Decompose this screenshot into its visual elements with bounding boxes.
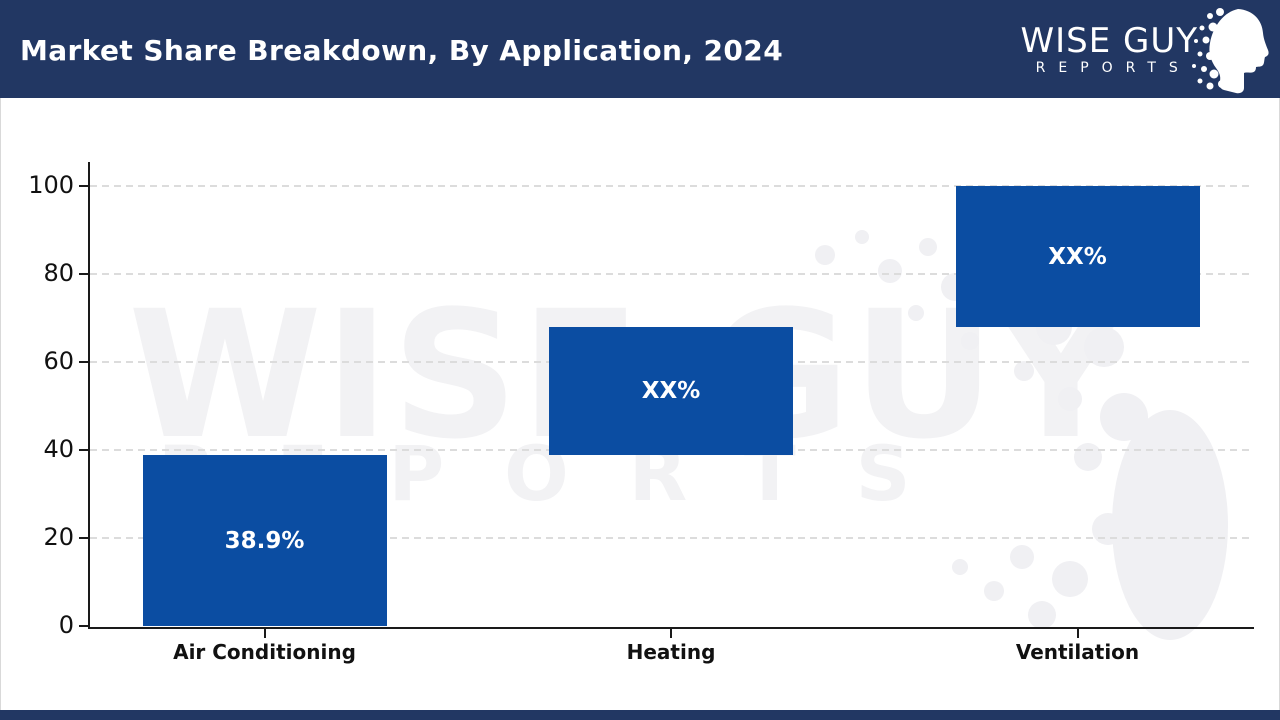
gridline xyxy=(90,273,1252,276)
y-tick-label: 20 xyxy=(43,523,74,552)
brand-logo-text: WISE GUY REPORTS xyxy=(1020,20,1198,77)
x-tick xyxy=(670,629,672,638)
x-axis-line xyxy=(88,627,1254,629)
y-tick xyxy=(79,361,88,364)
x-category-label: Air Conditioning xyxy=(173,640,356,664)
y-axis-line xyxy=(88,162,90,628)
bar-value-label: XX% xyxy=(1048,243,1107,270)
bar-value-label: XX% xyxy=(641,378,701,405)
x-tick xyxy=(263,629,266,638)
x-tick xyxy=(1076,629,1079,638)
x-category-label: Ventilation xyxy=(1015,640,1140,664)
page-title: Market Share Breakdown, By Application, … xyxy=(20,34,784,67)
y-tick-label: 100 xyxy=(28,171,74,200)
y-tick-label: 80 xyxy=(43,259,74,288)
header-bar: Market Share Breakdown, By Application, … xyxy=(0,0,1280,98)
y-tick xyxy=(79,537,88,540)
bar: XX% xyxy=(549,327,793,456)
gridline xyxy=(90,185,1252,188)
y-tick xyxy=(79,449,88,452)
footer-bar xyxy=(0,710,1280,720)
y-tick-label: 40 xyxy=(43,435,74,464)
bar-value-label: 38.9% xyxy=(224,527,305,554)
x-category-label: Heating xyxy=(626,640,716,664)
brand-logo: WISE GUY REPORTS xyxy=(1020,6,1270,94)
y-tick-label: 60 xyxy=(43,347,74,376)
bar: XX% xyxy=(955,186,1200,328)
gridline xyxy=(90,537,1252,540)
brand-head-icon xyxy=(1192,8,1269,94)
y-tick xyxy=(79,273,88,276)
y-tick xyxy=(79,185,88,188)
page-border-left xyxy=(0,98,1,710)
brand-tagline: REPORTS xyxy=(1035,60,1191,77)
y-tick xyxy=(79,625,88,628)
y-tick-label: 0 xyxy=(58,611,74,640)
brand-name: WISE GUY xyxy=(1020,20,1198,61)
bar: 38.9% xyxy=(142,455,387,627)
